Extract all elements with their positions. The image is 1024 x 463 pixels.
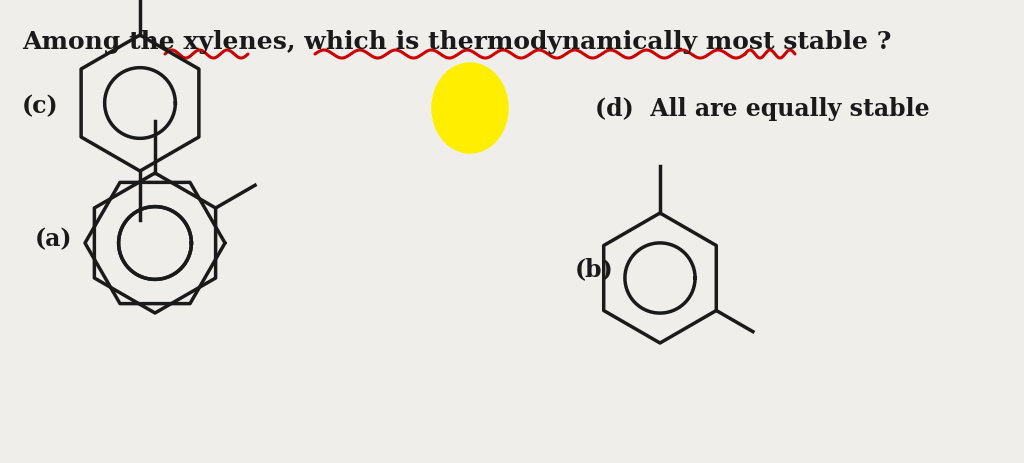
Text: (b): (b) bbox=[575, 257, 613, 281]
Text: (c): (c) bbox=[22, 94, 58, 118]
Text: Among the xylenes, which is thermodynamically most stable ?: Among the xylenes, which is thermodynami… bbox=[22, 30, 891, 54]
Text: (d)  All are equally stable: (d) All are equally stable bbox=[595, 97, 930, 121]
Ellipse shape bbox=[432, 64, 508, 154]
Text: (a): (a) bbox=[35, 226, 73, 250]
